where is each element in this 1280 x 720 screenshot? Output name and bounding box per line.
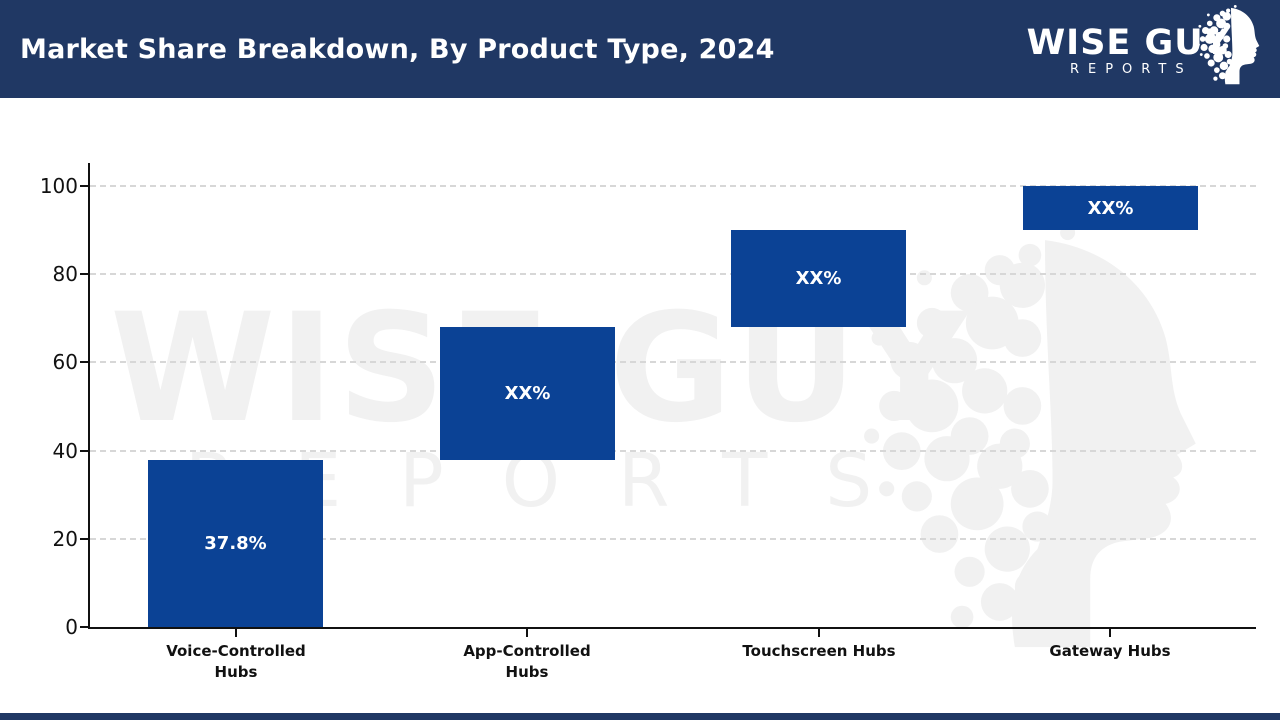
x-tick-label: Touchscreen Hubs xyxy=(742,642,896,660)
bar-segment: 37.8% xyxy=(148,460,323,627)
x-tick-mark xyxy=(818,629,820,637)
x-tick-label: Gateway Hubs xyxy=(1049,642,1171,660)
gridline xyxy=(90,537,1256,540)
gridline xyxy=(90,361,1256,364)
y-tick-label: 0 xyxy=(65,615,78,639)
bar-value-label: XX% xyxy=(504,383,551,404)
header-banner: Market Share Breakdown, By Product Type,… xyxy=(0,0,1280,98)
y-tick-mark xyxy=(80,449,88,452)
x-tick-mark xyxy=(526,629,528,637)
x-axis-line xyxy=(88,627,1256,629)
y-tick-mark xyxy=(80,361,88,364)
y-tick-mark xyxy=(80,626,88,628)
gridline xyxy=(90,273,1256,276)
x-tick-label: Voice-Controlled Hubs xyxy=(166,642,306,681)
brand-subname: REPORTS xyxy=(1069,62,1193,78)
y-tick-mark xyxy=(80,273,88,276)
bar-segment: XX% xyxy=(731,230,906,327)
gridline xyxy=(90,185,1256,187)
x-tick-label: App-Controlled Hubs xyxy=(463,642,591,681)
x-tick-mark xyxy=(235,629,237,637)
bar-segment: XX% xyxy=(1023,186,1198,230)
gridline xyxy=(90,449,1256,452)
y-tick-label: 40 xyxy=(52,438,78,463)
y-tick-mark xyxy=(80,537,88,540)
y-tick-label: 60 xyxy=(52,350,78,375)
y-tick-label: 20 xyxy=(52,526,78,551)
brand-logo-text: WISE GUY REPORTS xyxy=(1026,22,1230,78)
brand-name: WISE GUY xyxy=(1026,22,1230,63)
bar-value-label: XX% xyxy=(795,268,842,289)
page-title: Market Share Breakdown, By Product Type,… xyxy=(20,33,775,65)
x-tick-mark xyxy=(1109,629,1111,637)
bar-value-label: XX% xyxy=(1087,197,1134,219)
bar-segment: XX% xyxy=(440,327,615,460)
y-axis-line xyxy=(88,163,90,629)
y-tick-label: 80 xyxy=(52,262,78,287)
y-tick-mark xyxy=(80,185,88,187)
y-tick-label: 100 xyxy=(39,174,78,198)
brand-logo: WISE GUY REPORTS xyxy=(1020,6,1270,96)
bar-value-label: 37.8% xyxy=(204,533,267,554)
footer-accent-bar xyxy=(0,713,1280,720)
